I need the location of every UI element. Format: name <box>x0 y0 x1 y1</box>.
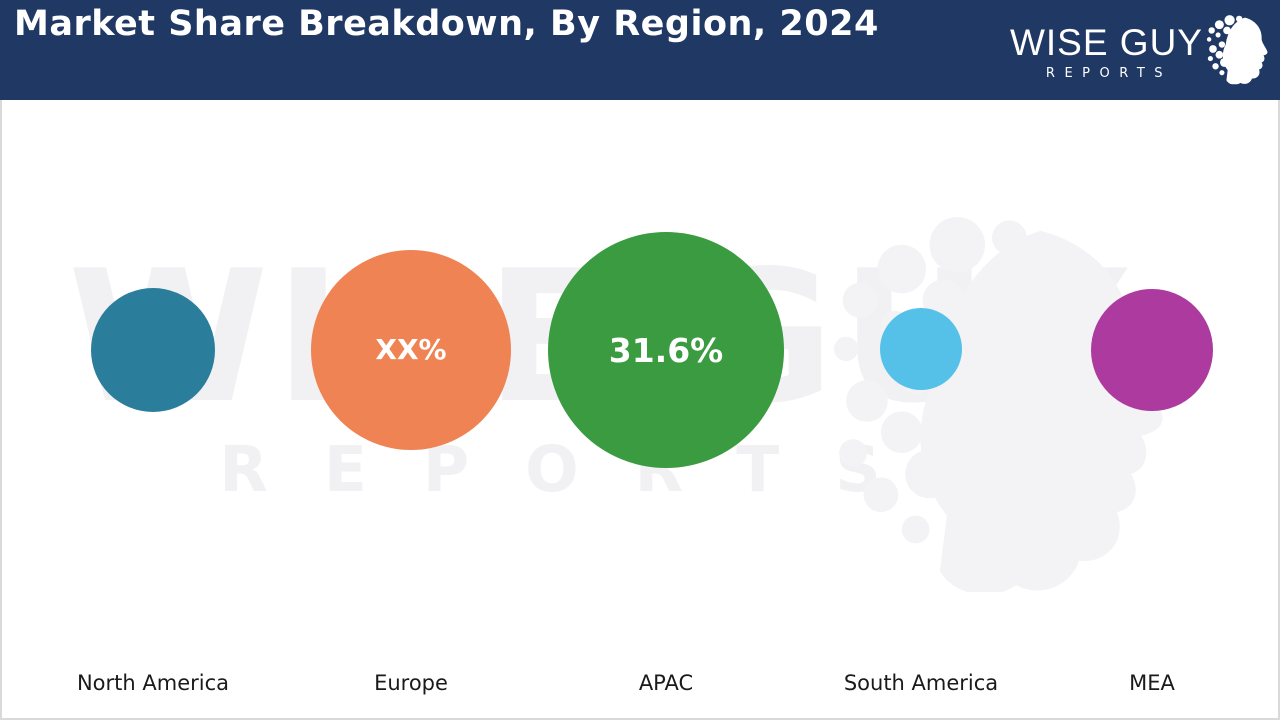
watermark-subtitle: REPORTS <box>219 433 937 506</box>
bubble-mea <box>1091 289 1213 411</box>
category-label-mea: MEA <box>1129 671 1175 695</box>
bubble-apac: 31.6% <box>548 232 784 468</box>
page-title: Market Share Breakdown, By Region, 2024 <box>14 4 879 44</box>
wise-guy-face-icon <box>1204 4 1268 94</box>
category-label-north-america: North America <box>76 671 230 695</box>
wise-guy-face-watermark-icon <box>818 210 1166 592</box>
bubble-value-label: 31.6% <box>608 330 724 370</box>
category-label-apac: APAC <box>638 671 694 695</box>
category-label-europe: Europe <box>374 671 448 695</box>
wise-guy-logo: WISE GUY REPORTS <box>1010 4 1268 94</box>
bubble-south-america <box>880 308 962 390</box>
category-label-south-america: South America <box>843 671 999 695</box>
logo-wordmark-block: WISE GUY REPORTS <box>1010 24 1203 81</box>
bubble-europe: XX% <box>311 250 511 450</box>
logo-wordmark: WISE GUY <box>1009 22 1203 63</box>
bubble-north-america <box>91 288 215 412</box>
logo-subtitle: REPORTS <box>1045 66 1173 81</box>
header-bar: Market Share Breakdown, By Region, 2024 … <box>0 0 1280 100</box>
bubble-value-label: XX% <box>375 333 447 366</box>
